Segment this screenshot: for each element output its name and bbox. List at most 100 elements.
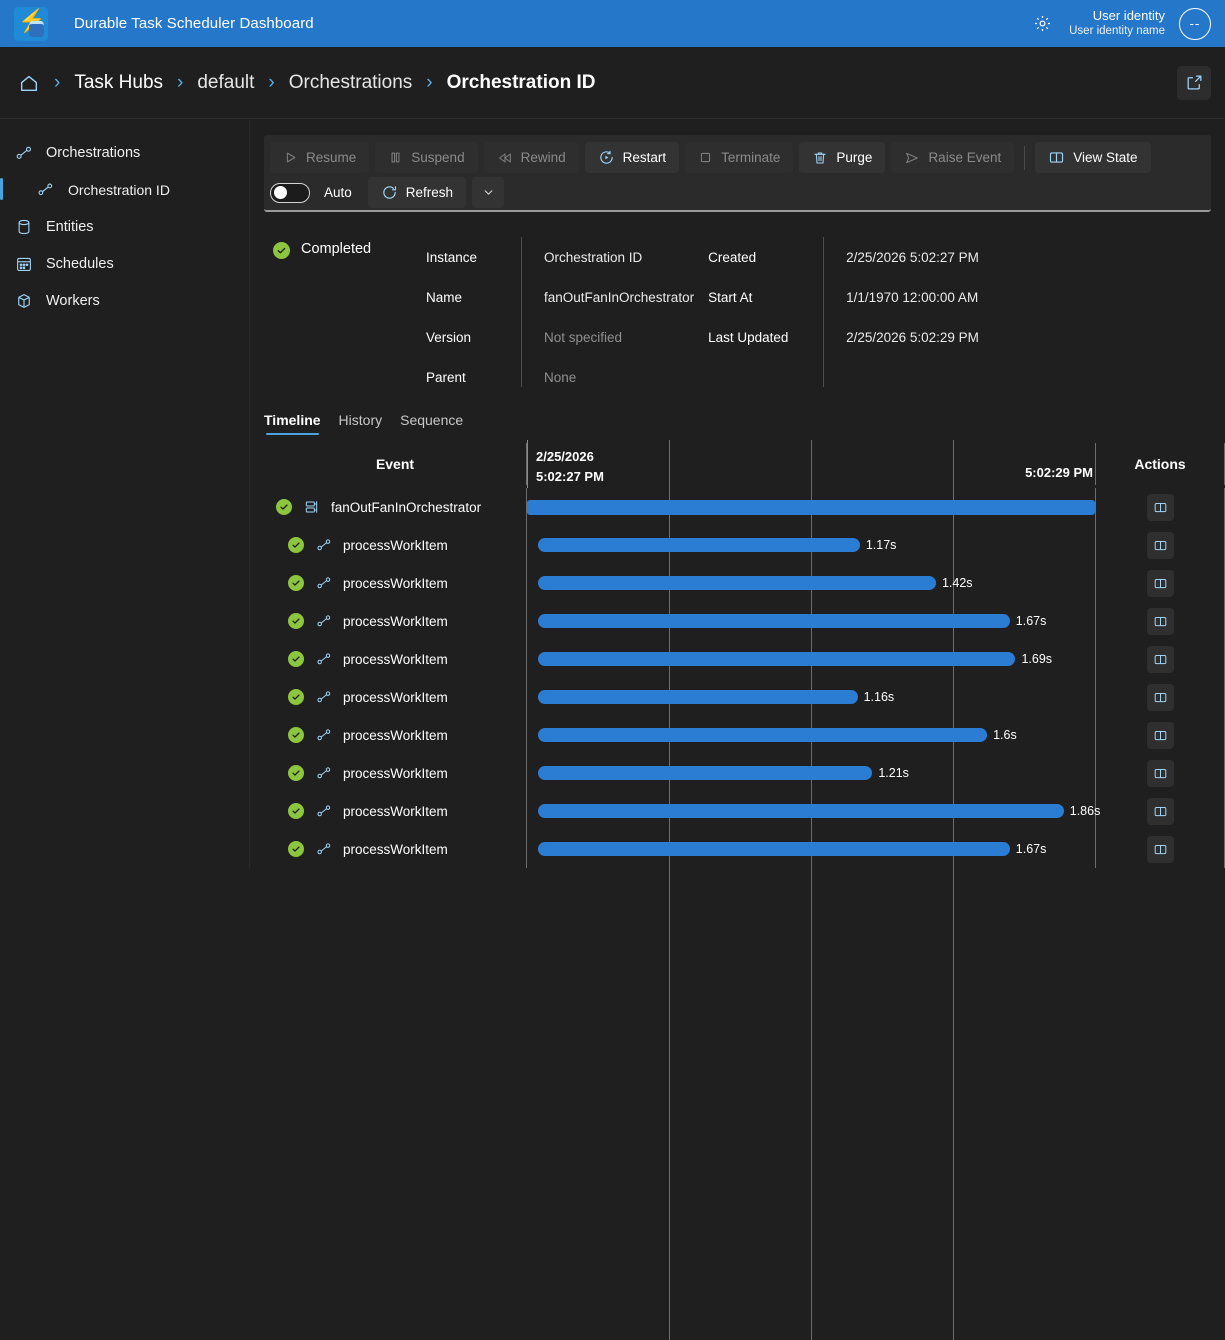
timeline-bar[interactable] <box>538 614 1010 628</box>
rewind-button[interactable]: Rewind <box>483 142 579 173</box>
activity-icon <box>315 651 332 668</box>
detail-value-name: fanOutFanInOrchestrator <box>544 289 695 305</box>
breadcrumb-item-task-hubs[interactable]: Task Hubs <box>74 71 164 93</box>
timeline-row-track: 1.6s <box>527 716 1095 754</box>
timeline-row-label: processWorkItem <box>264 830 527 868</box>
timeline-bar[interactable] <box>538 652 1016 666</box>
purge-button[interactable]: Purge <box>799 142 886 173</box>
timeline-row-name: processWorkItem <box>343 727 448 743</box>
timeline-row-name: fanOutFanInOrchestrator <box>331 499 482 515</box>
view-state-button[interactable]: View State <box>1035 142 1151 173</box>
refresh-icon <box>381 184 398 201</box>
timeline-row-track: 1.69s <box>527 640 1095 678</box>
panel-icon[interactable] <box>1146 607 1174 635</box>
timeline-bar[interactable] <box>538 766 873 780</box>
sidebar-item-orchestration-id[interactable]: Orchestration ID <box>0 171 249 208</box>
panel-icon[interactable] <box>1146 835 1174 863</box>
timeline-row[interactable]: fanOutFanInOrchestrator <box>264 488 1225 526</box>
sidebar-item-workers[interactable]: Workers <box>0 282 249 319</box>
raise-event-button[interactable]: Raise Event <box>891 142 1015 173</box>
pause-icon <box>388 150 403 165</box>
panel-icon[interactable] <box>1146 759 1174 787</box>
timeline-row[interactable]: processWorkItem 1.17s <box>264 526 1225 564</box>
timeline-row-label: processWorkItem <box>264 602 527 640</box>
timeline-bar[interactable] <box>538 576 936 590</box>
timeline-row[interactable]: processWorkItem 1.42s <box>264 564 1225 602</box>
tab-history[interactable]: History <box>338 412 383 428</box>
restart-button[interactable]: Restart <box>584 142 680 173</box>
activity-icon <box>315 689 332 706</box>
restart-label: Restart <box>622 150 667 165</box>
timeline-row-label: fanOutFanInOrchestrator <box>264 488 527 526</box>
avatar[interactable]: -- <box>1179 7 1211 40</box>
detail-label: Name <box>426 289 463 305</box>
gear-icon[interactable] <box>1029 11 1055 37</box>
detail-value-version: Not specified <box>544 329 623 345</box>
panel-icon[interactable] <box>1146 645 1174 673</box>
timeline-bar[interactable] <box>538 690 858 704</box>
timeline-bar[interactable] <box>538 538 860 552</box>
sidebar-item-orchestrations[interactable]: Orchestrations <box>0 134 249 171</box>
panel-icon[interactable] <box>1146 569 1174 597</box>
panel-icon[interactable] <box>1146 721 1174 749</box>
timeline-row[interactable]: processWorkItem 1.6s <box>264 716 1225 754</box>
tab-timeline[interactable]: Timeline <box>264 412 321 435</box>
suspend-button[interactable]: Suspend <box>375 142 478 173</box>
details-values-2: 2/25/2026 5:02:27 PM 1/1/1970 12:00:00 A… <box>823 237 979 387</box>
status-label: Completed <box>301 241 372 257</box>
user-identity-title: User identity <box>1092 8 1165 24</box>
chevron-down-icon[interactable] <box>472 177 505 208</box>
timeline-bar[interactable] <box>538 728 988 742</box>
auto-refresh-toggle[interactable] <box>270 182 310 203</box>
play-icon <box>283 150 298 165</box>
timeline-row[interactable]: processWorkItem 1.21s <box>264 754 1225 792</box>
toggle-knob <box>273 185 287 199</box>
sidebar-item-entities[interactable]: Entities <box>0 208 249 245</box>
timeline-row-label: processWorkItem <box>264 526 527 564</box>
panel-icon[interactable] <box>1146 531 1174 559</box>
check-circle-icon <box>288 765 304 781</box>
send-icon <box>904 150 920 166</box>
panel-icon <box>1048 149 1065 166</box>
sidebar-item-schedules[interactable]: Schedules <box>0 245 249 282</box>
timeline-row[interactable]: processWorkItem 1.67s <box>264 830 1225 868</box>
timeline-row[interactable]: processWorkItem 1.86s <box>264 792 1225 830</box>
breadcrumb-separator: › <box>426 71 433 93</box>
panel-icon[interactable] <box>1146 797 1174 825</box>
time-axis: 2/25/2026 5:02:27 PM 5:02:29 PM <box>527 440 1095 488</box>
timeline-row-actions <box>1095 640 1225 678</box>
timeline-row-actions <box>1095 602 1225 640</box>
resume-button[interactable]: Resume <box>270 142 370 173</box>
tab-sequence[interactable]: Sequence <box>400 412 464 428</box>
suspend-label: Suspend <box>411 150 465 165</box>
refresh-button[interactable]: Refresh <box>367 177 467 208</box>
timeline-row-actions <box>1095 678 1225 716</box>
activity-icon <box>315 727 332 744</box>
activity-icon <box>315 537 332 554</box>
share-icon[interactable] <box>1177 65 1211 100</box>
timeline-duration-label: 1.86s <box>1069 804 1101 818</box>
auto-refresh-label: Auto <box>324 185 352 200</box>
timeline-bar[interactable] <box>538 842 1010 856</box>
terminate-button[interactable]: Terminate <box>685 142 794 173</box>
action-toolbar: Resume Suspend Rewind R <box>264 135 1211 212</box>
timeline-row[interactable]: processWorkItem 1.67s <box>264 602 1225 640</box>
timeline-row-label: processWorkItem <box>264 640 527 678</box>
timeline-row-name: processWorkItem <box>343 575 448 591</box>
toolbar-divider <box>1024 145 1026 170</box>
app-title: Durable Task Scheduler Dashboard <box>74 15 314 32</box>
timeline-duration-label: 1.6s <box>993 728 1017 742</box>
timeline-row-actions <box>1095 488 1225 526</box>
breadcrumb-item-default[interactable]: default <box>197 71 255 93</box>
rewind-label: Rewind <box>520 150 566 165</box>
timeline-row[interactable]: processWorkItem 1.16s <box>264 678 1225 716</box>
timeline-bar[interactable] <box>538 804 1064 818</box>
sidebar-item-label: Workers <box>46 292 100 309</box>
panel-icon[interactable] <box>1146 683 1174 711</box>
timeline-row[interactable]: processWorkItem 1.69s <box>264 640 1225 678</box>
status-badge: Completed <box>264 237 426 387</box>
panel-icon[interactable] <box>1146 493 1174 521</box>
home-icon[interactable] <box>14 72 44 94</box>
breadcrumb-item-orchestrations[interactable]: Orchestrations <box>288 71 413 93</box>
timeline-bar[interactable] <box>527 499 1095 515</box>
